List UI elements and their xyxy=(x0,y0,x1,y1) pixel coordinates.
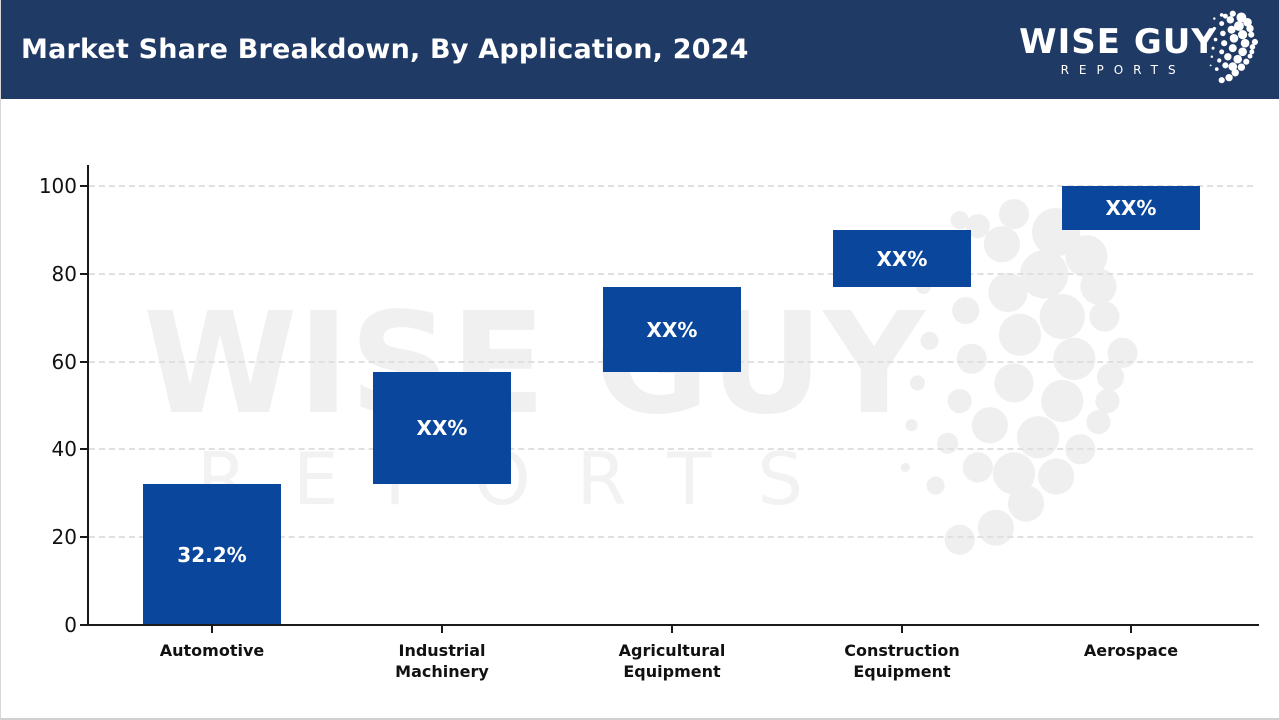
x-tick-mark-1 xyxy=(441,626,443,633)
x-tick-mark-4 xyxy=(1130,626,1132,633)
brand-subtitle: REPORTS xyxy=(1060,62,1186,77)
x-tick-mark-3 xyxy=(901,626,903,633)
gridline-80 xyxy=(89,273,1253,275)
page-title: Market Share Breakdown, By Application, … xyxy=(21,34,749,65)
brand-logo: WISE GUY REPORTS xyxy=(1019,6,1265,94)
brand-name: WISE GUY xyxy=(1019,21,1217,62)
bar-3 xyxy=(833,230,971,287)
x-axis-line xyxy=(87,624,1259,626)
bar-4 xyxy=(1062,186,1200,230)
y-axis-line xyxy=(87,165,89,625)
bar-value-label-2: XX% xyxy=(646,317,698,342)
y-tick-label-60: 60 xyxy=(51,350,77,374)
y-tick-mark-60 xyxy=(80,361,88,363)
gridline-100 xyxy=(89,185,1253,187)
y-tick-label-80: 80 xyxy=(51,262,77,286)
category-label-0: Automotive xyxy=(159,641,265,660)
y-tick-mark-40 xyxy=(80,448,88,450)
y-tick-label-0: 0 xyxy=(64,613,77,637)
y-tick-label-100: 100 xyxy=(38,174,77,198)
brand-logo-text: WISE GUY REPORTS xyxy=(1019,25,1217,76)
y-tick-label-20: 20 xyxy=(51,525,77,549)
bar-2 xyxy=(603,287,741,372)
watermark-brand-text: WISE GUY xyxy=(143,283,925,446)
dot-face-logo-icon xyxy=(1209,10,1258,84)
y-tick-mark-20 xyxy=(80,536,88,538)
header-band: Market Share Breakdown, By Application, … xyxy=(1,0,1279,99)
y-tick-mark-80 xyxy=(80,273,88,275)
y-tick-mark-100 xyxy=(80,185,88,187)
category-label-1: Industrial Machinery xyxy=(395,641,489,681)
bar-0 xyxy=(143,484,281,625)
category-label-2: Agricultural Equipment xyxy=(618,641,726,681)
gridline-20 xyxy=(89,536,1253,538)
watermark-subtitle-text: REPORTS xyxy=(197,437,850,521)
y-tick-mark-0 xyxy=(80,624,88,626)
bar-value-label-3: XX% xyxy=(876,246,928,271)
category-label-4: Aerospace xyxy=(1083,641,1179,660)
x-tick-mark-2 xyxy=(671,626,673,633)
bar-value-label-1: XX% xyxy=(416,416,468,440)
y-tick-label-40: 40 xyxy=(51,437,77,461)
bar-value-label-0: 32.2% xyxy=(177,542,247,567)
category-label-3: Construction Equipment xyxy=(844,641,960,681)
gridline-40 xyxy=(89,448,1253,450)
bar-1 xyxy=(373,372,511,484)
bar-value-label-4: XX% xyxy=(1105,196,1157,220)
x-tick-mark-0 xyxy=(211,626,213,633)
